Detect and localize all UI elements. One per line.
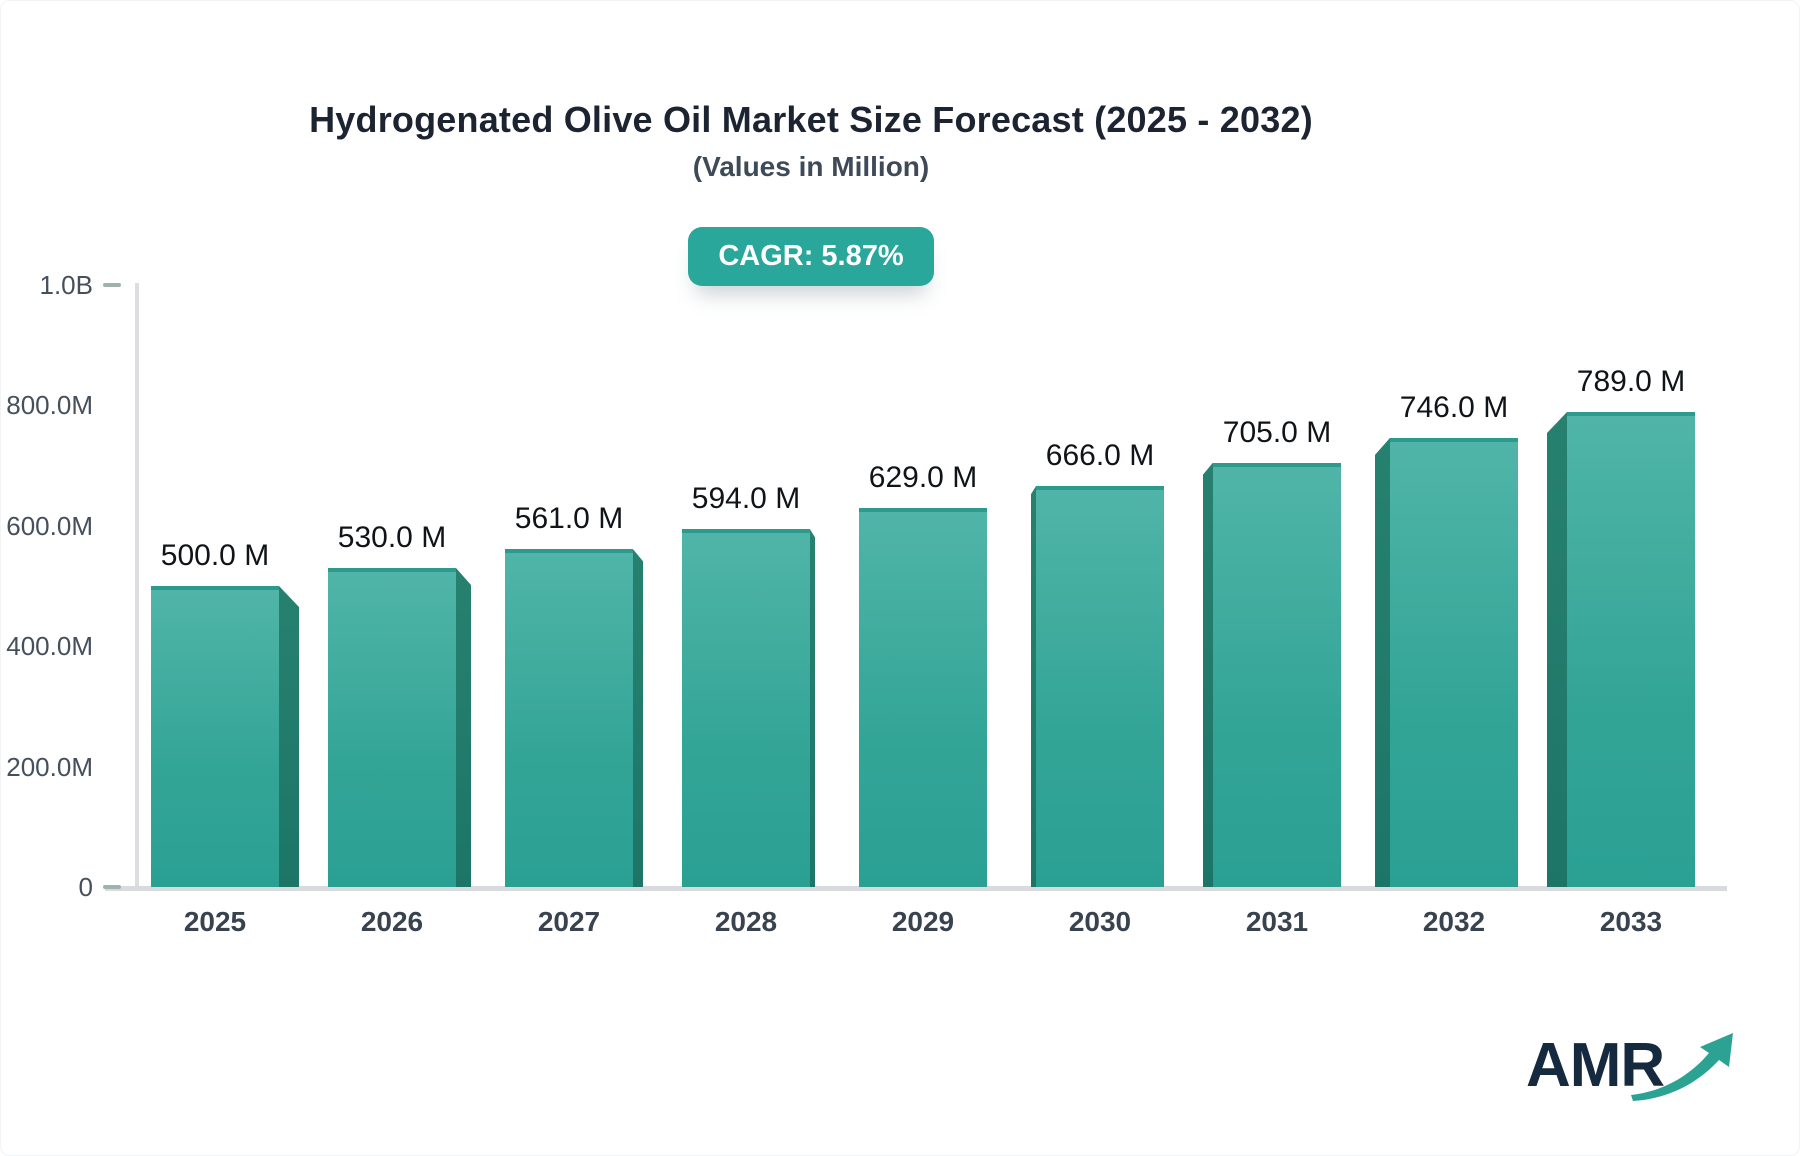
y-tick-label-400.0M: 400.0M — [6, 631, 93, 662]
bar-2031[interactable] — [1213, 462, 1341, 887]
bar-value-label-2031: 705.0 M — [1222, 415, 1332, 449]
bar-2026[interactable] — [328, 567, 456, 887]
bar-2027[interactable] — [505, 549, 633, 887]
bar-side-face-2027 — [633, 549, 643, 887]
amr-logo-text: AMR — [1526, 1031, 1665, 1100]
bar-value-label-2025: 500.0 M — [160, 539, 270, 572]
bar-side-face-2031 — [1203, 462, 1213, 887]
y-tick-label-0: 0 — [78, 872, 93, 902]
x-axis-label-2030: 2030 — [1068, 906, 1132, 937]
amr-logo: AMR — [1526, 1023, 1741, 1107]
bar-2025[interactable] — [151, 586, 279, 887]
bar-side-face-2028 — [810, 529, 815, 887]
x-axis-label-2031: 2031 — [1245, 906, 1309, 937]
cagr-badge-wrap: CAGR: 5.87% — [1, 227, 1621, 286]
y-tick-dash — [103, 283, 121, 287]
x-axis-label-2025: 2025 — [183, 906, 247, 937]
bar-side-face-2030 — [1031, 486, 1036, 887]
bar-2030[interactable] — [1036, 486, 1164, 887]
bar-value-label-2032: 746.0 M — [1399, 390, 1509, 424]
x-axis-label-2027: 2027 — [537, 906, 601, 937]
bar-side-face-2033 — [1547, 412, 1567, 887]
x-axis-label-2026: 2026 — [360, 906, 424, 937]
chart-subtitle: (Values in Million) — [692, 151, 930, 182]
bar-value-label-2027: 561.0 M — [514, 502, 624, 536]
x-axis-label-2033: 2033 — [1599, 906, 1663, 937]
page-title: Hydrogenated Olive Oil Market Size Forec… — [309, 99, 1313, 140]
bar-side-face-2025 — [279, 586, 299, 887]
x-axis-label-2028: 2028 — [714, 906, 778, 937]
bar-value-label-2028: 594.0 M — [691, 482, 801, 516]
bar-side-face-2032 — [1375, 437, 1390, 887]
bar-2028[interactable] — [682, 529, 810, 887]
cagr-badge: CAGR: 5.87% — [688, 227, 934, 286]
y-tick-dash — [103, 885, 121, 889]
x-axis-label-2029: 2029 — [891, 906, 955, 937]
bar-value-label-2026: 530.0 M — [337, 520, 447, 554]
bar-value-label-2029: 629.0 M — [868, 461, 978, 495]
bar-value-label-2030: 666.0 M — [1045, 439, 1155, 473]
y-tick-label-200.0M: 200.0M — [6, 751, 93, 782]
x-axis-label-2032: 2032 — [1422, 906, 1486, 937]
bar-side-face-2026 — [456, 567, 471, 887]
growth-arrow-icon — [1631, 1033, 1733, 1101]
y-tick-label-800.0M: 800.0M — [6, 390, 93, 421]
bar-2033[interactable] — [1567, 412, 1695, 887]
bar-2029[interactable] — [859, 508, 987, 887]
y-axis-line — [135, 283, 139, 891]
bar-2032[interactable] — [1390, 437, 1518, 887]
bar-value-label-2033: 789.0 M — [1576, 365, 1686, 399]
y-tick-label-1.0B: 1.0B — [39, 270, 94, 300]
y-tick-label-600.0M: 600.0M — [6, 510, 93, 541]
x-axis-line — [105, 886, 1727, 891]
